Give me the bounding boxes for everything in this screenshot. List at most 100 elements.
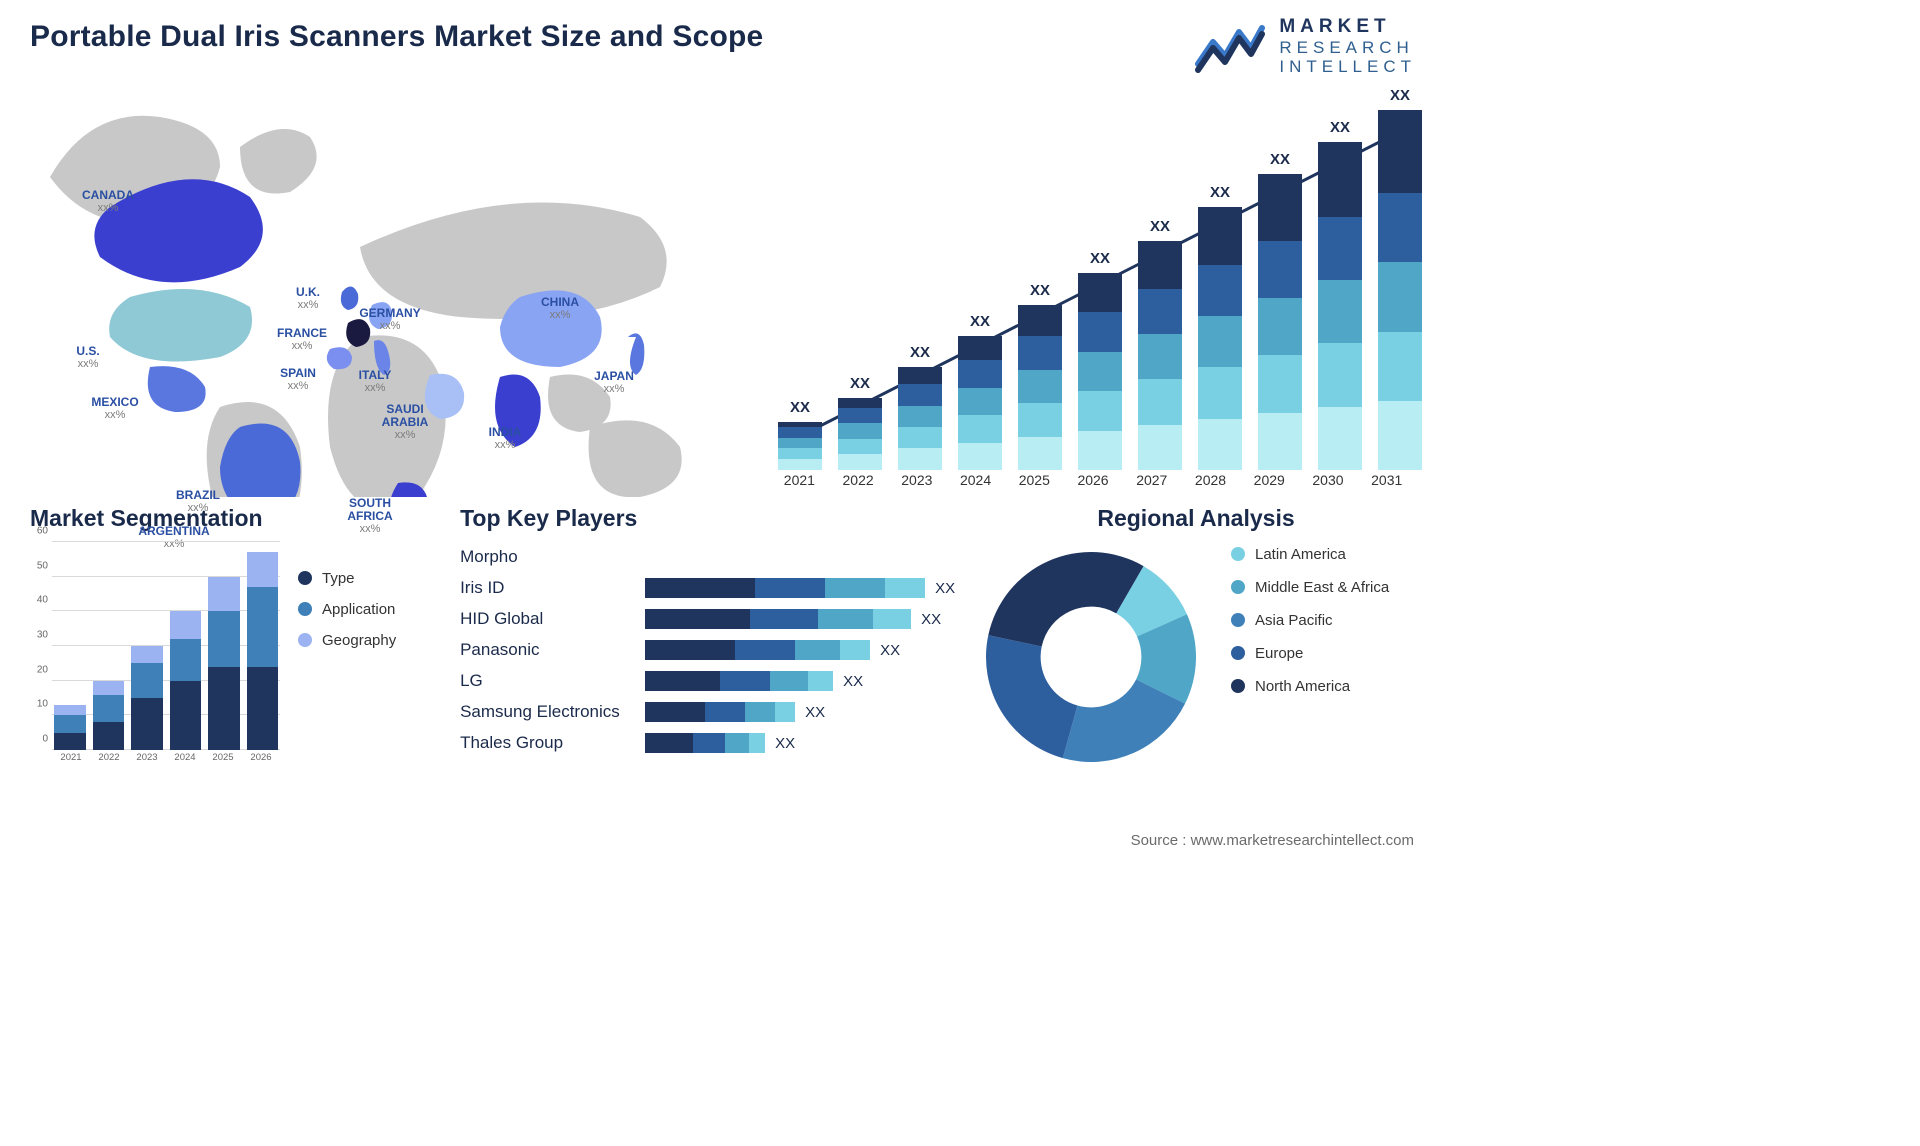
seg-legend-item: Application [298,601,396,618]
growth-bar-label: XX [1378,87,1421,104]
source-label: Source : www.marketresearchintellect.com [1131,832,1414,849]
seg-y-tick: 30 [37,629,48,640]
segmentation-y-axis: 0102030405060 [30,542,52,750]
player-name: Thales Group [460,733,645,753]
player-name: Samsung Electronics [460,702,645,722]
player-name: HID Global [460,609,645,629]
player-value: XX [880,642,900,659]
region-legend-item: Middle East & Africa [1231,579,1389,596]
world-map: CANADAxx%U.S.xx%MEXICOxx%BRAZILxx%ARGENT… [30,87,730,497]
growth-x-label: 2030 [1299,472,1358,492]
seg-bar [93,681,125,750]
growth-x-label: 2026 [1064,472,1123,492]
player-bar [645,671,833,691]
seg-x-label: 2025 [204,752,242,772]
segmentation-legend: TypeApplicationGeography [298,570,396,772]
growth-bar: XX [1078,273,1121,470]
logo-line1: MARKET [1279,16,1416,38]
logo-mark-icon [1195,18,1265,74]
player-bar [645,702,795,722]
seg-x-label: 2023 [128,752,166,772]
page-title: Portable Dual Iris Scanners Market Size … [30,20,763,54]
growth-x-label: 2029 [1240,472,1299,492]
growth-bar: XX [1198,207,1241,470]
player-row: Samsung Electronics XX [460,697,956,728]
player-row: Panasonic XX [460,635,956,666]
player-row: LGXX [460,666,956,697]
map-label: BRAZILxx% [176,489,220,514]
regional-title: Regional Analysis [976,505,1416,532]
growth-bars-area: XXXXXXXXXXXXXXXXXXXXXX [770,112,1416,470]
seg-x-label: 2022 [90,752,128,772]
player-value: XX [843,673,863,690]
growth-x-label: 2021 [770,472,829,492]
map-label: SPAINxx% [280,367,316,392]
brand-logo: MARKET RESEARCH INTELLECT [1195,16,1416,77]
player-bar [645,578,925,598]
header: Portable Dual Iris Scanners Market Size … [30,20,1416,77]
map-label: ITALYxx% [359,369,392,394]
world-map-svg [30,87,730,497]
players-rows: MorphoIris IDXXHID GlobalXXPanasonicXXLG… [460,542,956,759]
growth-x-label: 2023 [887,472,946,492]
player-row: HID Global XX [460,604,956,635]
seg-bar [131,646,163,750]
map-label: SOUTHAFRICAxx% [347,497,392,535]
logo-line3: INTELLECT [1279,57,1416,77]
growth-bar-label: XX [1138,218,1181,235]
map-label: MEXICOxx% [91,396,138,421]
growth-bar: XX [1138,241,1181,470]
map-label: U.S.xx% [76,345,99,370]
player-value: XX [805,704,825,721]
seg-legend-item: Geography [298,632,396,649]
growth-bar: XX [958,336,1001,470]
growth-x-axis: 2021202220232024202520262027202820292030… [770,472,1416,492]
growth-bar-label: XX [898,344,941,361]
region-legend-item: Asia Pacific [1231,612,1389,629]
seg-x-label: 2026 [242,752,280,772]
map-label: INDIAxx% [489,426,522,451]
growth-bar-label: XX [1078,250,1121,267]
growth-bar-label: XX [1018,282,1061,299]
seg-bar [54,705,86,750]
player-name: Panasonic [460,640,645,660]
bottom-row: Market Segmentation 0102030405060 202120… [30,505,1416,772]
seg-bar [170,611,202,750]
players-section: Top Key Players MorphoIris IDXXHID Globa… [460,505,956,759]
growth-x-label: 2024 [946,472,1005,492]
growth-bar-label: XX [778,399,821,416]
growth-bar: XX [1258,174,1301,470]
player-value: XX [935,580,955,597]
growth-bar: XX [898,367,941,470]
player-bar [645,733,765,753]
seg-x-label: 2021 [52,752,90,772]
players-title: Top Key Players [460,505,956,532]
growth-bar: XX [1018,305,1061,470]
growth-x-label: 2028 [1181,472,1240,492]
player-row: Iris ID XX [460,573,956,604]
growth-bar: XX [1318,142,1361,470]
donut-slice [986,635,1077,758]
logo-line2: RESEARCH [1279,38,1416,58]
growth-bar-label: XX [1258,151,1301,168]
regional-legend: Latin AmericaMiddle East & AfricaAsia Pa… [1231,546,1389,695]
growth-bar-label: XX [958,313,1001,330]
seg-y-tick: 20 [37,664,48,675]
growth-bar-label: XX [838,375,881,392]
growth-x-label: 2031 [1357,472,1416,492]
player-value: XX [921,611,941,628]
growth-bar-label: XX [1318,119,1361,136]
player-row: Morpho [460,542,956,573]
page: Portable Dual Iris Scanners Market Size … [0,0,1446,863]
segmentation-chart: 0102030405060 202120222023202420252026 [30,542,280,772]
seg-x-label: 2024 [166,752,204,772]
seg-y-tick: 40 [37,595,48,606]
player-row: Thales Group XX [460,728,956,759]
map-label: JAPANxx% [594,370,634,395]
player-value: XX [775,735,795,752]
regional-donut [976,542,1206,772]
player-name: Iris ID [460,578,645,598]
region-legend-item: Europe [1231,645,1389,662]
growth-bar: XX [838,398,881,470]
segmentation-x-axis: 202120222023202420252026 [52,752,280,772]
